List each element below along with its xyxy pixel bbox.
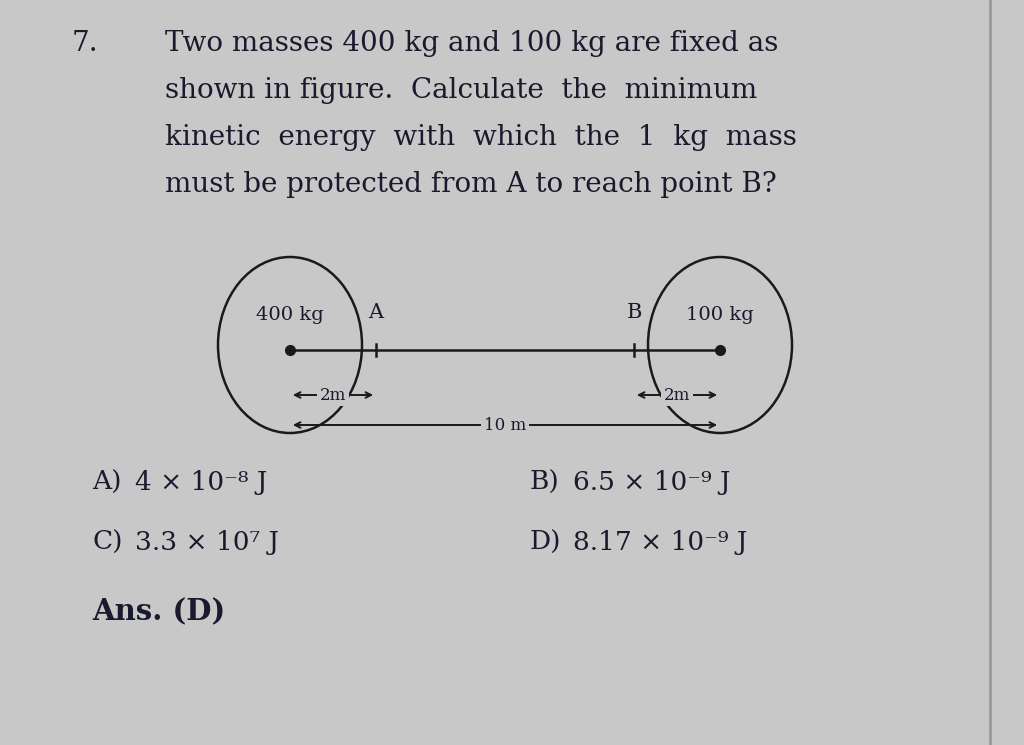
Text: kinetic  energy  with  which  the  1  kg  mass: kinetic energy with which the 1 kg mass	[165, 124, 797, 151]
Text: 4 × 10⁻⁸ J: 4 × 10⁻⁸ J	[135, 470, 267, 495]
Text: 3.3 × 10⁷ J: 3.3 × 10⁷ J	[135, 530, 279, 555]
Text: 10 m: 10 m	[484, 416, 526, 434]
Text: 2m: 2m	[319, 387, 346, 404]
Text: C): C)	[92, 530, 123, 555]
Text: 7.: 7.	[72, 30, 98, 57]
Text: 100 kg: 100 kg	[686, 306, 754, 324]
Text: Two masses 400 kg and 100 kg are fixed as: Two masses 400 kg and 100 kg are fixed a…	[165, 30, 778, 57]
Text: A): A)	[92, 470, 122, 495]
Text: B: B	[627, 303, 642, 322]
Text: Ans. (D): Ans. (D)	[92, 597, 225, 626]
Text: B): B)	[530, 470, 560, 495]
Text: 8.17 × 10⁻⁹ J: 8.17 × 10⁻⁹ J	[573, 530, 748, 555]
Text: 6.5 × 10⁻⁹ J: 6.5 × 10⁻⁹ J	[573, 470, 730, 495]
Text: must be protected from A to reach point B?: must be protected from A to reach point …	[165, 171, 777, 198]
Text: D): D)	[530, 530, 561, 555]
Text: A: A	[369, 303, 384, 322]
Text: shown in figure.  Calculate  the  minimum: shown in figure. Calculate the minimum	[165, 77, 758, 104]
Text: 400 kg: 400 kg	[256, 306, 324, 324]
Text: 2m: 2m	[664, 387, 690, 404]
